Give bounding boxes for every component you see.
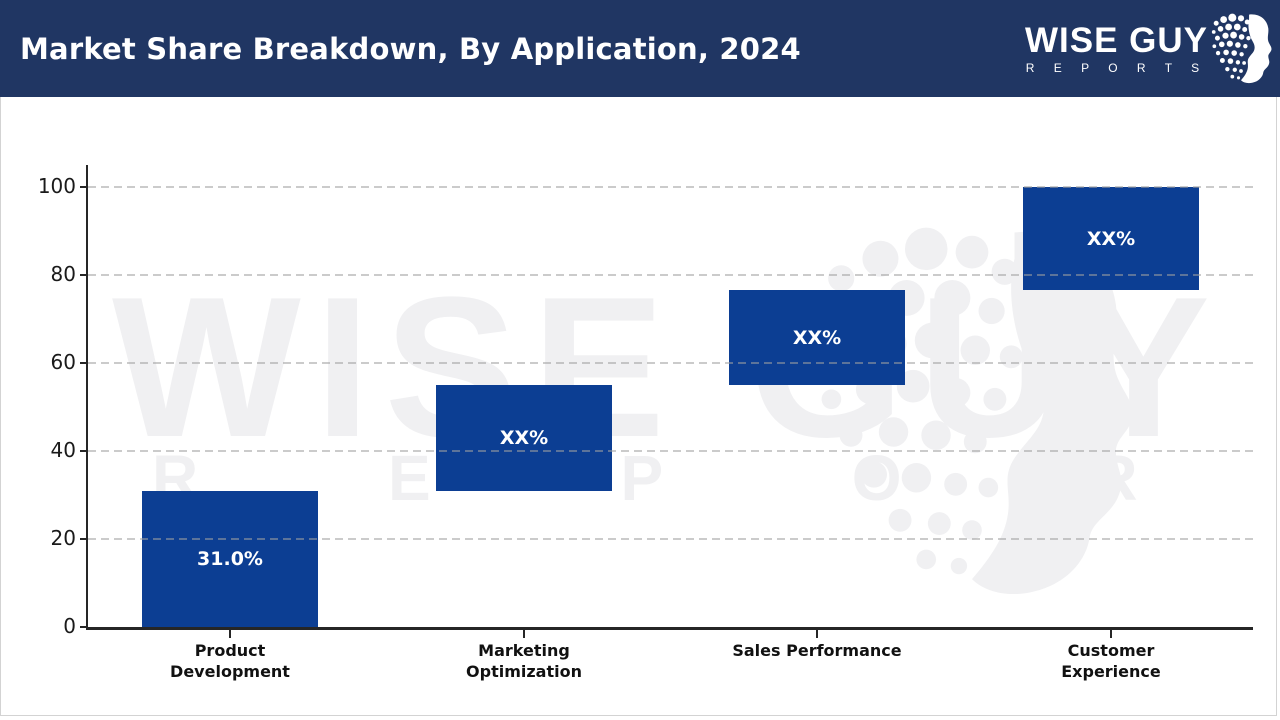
gridline-40 [88, 450, 1253, 452]
brand-logo-text: WISE GUY R E P O R T S [1025, 23, 1208, 75]
bar-value-label: XX% [1086, 227, 1136, 250]
y-tick-label: 60 [50, 350, 76, 374]
brand-name: WISE GUY [1024, 20, 1208, 60]
x-category-label-marketing-optimization: Marketing Optimization [466, 641, 582, 681]
bar-value-label: XX% [792, 326, 842, 349]
bar-product-development: 31.0% [142, 490, 318, 627]
y-tick-label: 40 [50, 438, 76, 462]
y-tick [80, 362, 88, 364]
y-axis-line [86, 165, 88, 630]
bar-customer-experience: XX% [1023, 187, 1199, 291]
gridline-20 [88, 538, 1253, 540]
y-tick [80, 274, 88, 276]
page-title: Market Share Breakdown, By Application, … [20, 31, 801, 66]
brand-subname: R E P O R T S [1025, 60, 1208, 75]
x-category-label-sales-performance: Sales Performance [732, 641, 902, 660]
y-tick-label: 80 [50, 262, 76, 286]
x-category-label-product-development: Product Development [170, 641, 290, 681]
bar-value-label: 31.0% [197, 547, 263, 570]
y-tick [80, 538, 88, 540]
x-tick [523, 630, 525, 638]
header-band: Market Share Breakdown, By Application, … [0, 0, 1280, 97]
gridline-80 [88, 274, 1253, 276]
x-category-label-customer-experience: Customer Experience [1061, 641, 1161, 681]
x-tick [816, 630, 818, 638]
y-tick-label: 0 [63, 614, 76, 638]
y-tick [80, 450, 88, 452]
dotted-face-profile-icon [1211, 13, 1272, 83]
brand-logo: WISE GUY R E P O R T S [1025, 9, 1280, 89]
bar-value-label: XX% [499, 426, 549, 449]
x-tick [229, 630, 231, 638]
gridline-100 [88, 186, 1253, 188]
x-axis-line [86, 627, 1253, 630]
bar-sales-performance: XX% [729, 290, 905, 385]
x-tick [1110, 630, 1112, 638]
y-tick-label: 20 [50, 526, 76, 550]
y-tick [80, 186, 88, 188]
gridline-60 [88, 362, 1253, 364]
y-tick-label: 100 [37, 174, 76, 198]
y-tick [80, 626, 88, 628]
bar-marketing-optimization: XX% [436, 385, 612, 491]
